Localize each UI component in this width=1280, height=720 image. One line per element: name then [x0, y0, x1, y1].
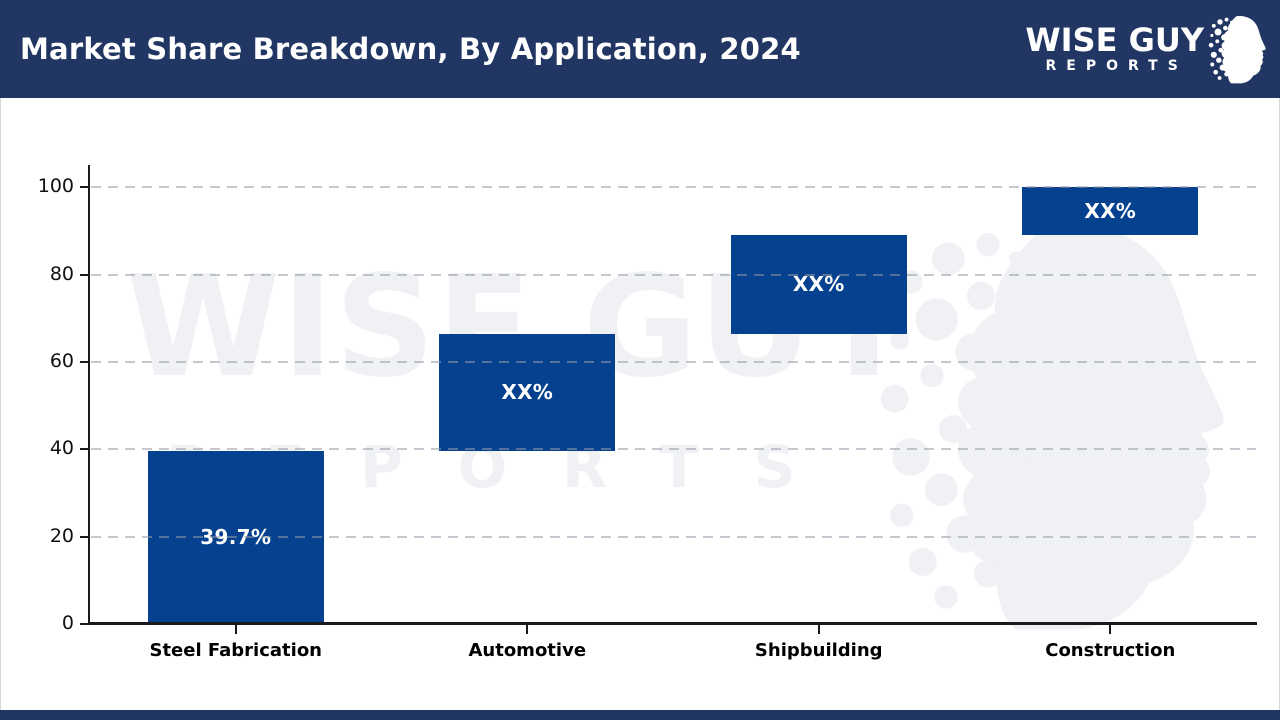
- bar-shipbuilding: XX%: [730, 235, 907, 334]
- y-axis-spine: [88, 165, 90, 625]
- gridline-y20: [91, 535, 1256, 538]
- gridline-y40: [91, 448, 1256, 451]
- gridline-y60: [91, 360, 1256, 363]
- logo-wordmark: WISE GUY REPORTS: [1025, 24, 1204, 74]
- x-tick-label-shipbuilding: Shipbuilding: [754, 640, 883, 661]
- y-tick-mark-0: [80, 623, 89, 625]
- x-tick-mark-shipbuilding: [817, 625, 820, 634]
- y-tick-label-60: 60: [49, 349, 74, 372]
- x-tick-label-steel-fabrication: Steel Fabrication: [149, 640, 322, 661]
- brand-logo: WISE GUY REPORTS: [1025, 0, 1266, 98]
- y-tick-mark-100: [80, 186, 89, 189]
- y-tick-label-20: 20: [49, 524, 74, 547]
- x-tick-mark-construction: [1109, 625, 1112, 634]
- bar-value-label-shipbuilding: XX%: [792, 272, 845, 297]
- logo-wordmark-line2: REPORTS: [1045, 57, 1188, 74]
- watermark-head-icon: [880, 222, 1224, 630]
- y-tick-label-0: 0: [61, 612, 74, 634]
- bar-value-label-automotive: XX%: [501, 380, 554, 405]
- gridline-y100: [91, 186, 1256, 189]
- y-tick-mark-20: [80, 535, 89, 538]
- gridline-y80: [91, 273, 1256, 276]
- footer-bar: [0, 710, 1280, 720]
- bar-value-label-construction: XX%: [1084, 199, 1137, 224]
- chart-title: Market Share Breakdown, By Application, …: [20, 32, 801, 66]
- y-tick-mark-60: [80, 360, 89, 363]
- x-tick-label-automotive: Automotive: [468, 640, 587, 661]
- header-bar: Market Share Breakdown, By Application, …: [0, 0, 1280, 98]
- logo-head-icon: [1208, 15, 1266, 84]
- y-tick-label-100: 100: [37, 175, 74, 198]
- y-tick-mark-80: [80, 273, 89, 276]
- bar-automotive: XX%: [439, 333, 616, 451]
- x-tick-mark-steel-fabrication: [234, 625, 237, 634]
- y-tick-mark-40: [80, 448, 89, 451]
- x-tick-mark-automotive: [526, 625, 529, 634]
- x-axis-spine: [88, 622, 1257, 625]
- bar-construction: XX%: [1022, 187, 1199, 236]
- y-tick-label-80: 80: [49, 262, 74, 285]
- y-tick-label-40: 40: [49, 437, 74, 460]
- logo-wordmark-line1: WISE GUY: [1025, 21, 1204, 60]
- x-tick-label-construction: Construction: [1045, 640, 1176, 661]
